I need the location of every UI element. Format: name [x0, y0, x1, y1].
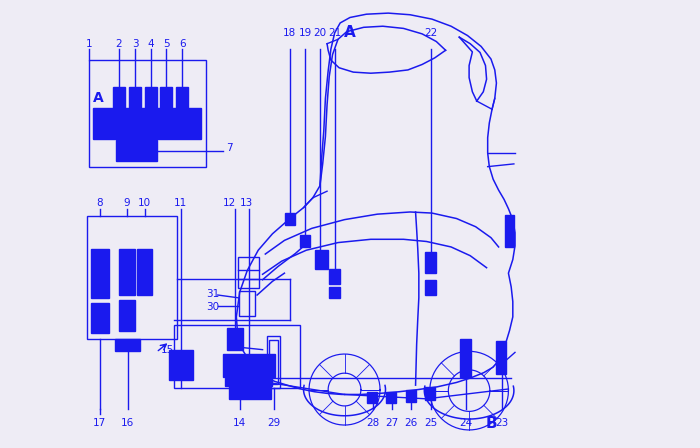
Bar	[227, 328, 244, 349]
Text: A: A	[93, 91, 104, 105]
Bar	[329, 269, 340, 284]
Text: 12: 12	[223, 198, 237, 208]
Text: 31: 31	[206, 289, 219, 299]
Bar	[460, 339, 470, 377]
Text: 4: 4	[148, 39, 155, 49]
Text: 17: 17	[93, 418, 106, 428]
Bar	[406, 390, 416, 401]
Bar	[225, 378, 272, 386]
Text: 11: 11	[174, 198, 188, 208]
Bar	[89, 60, 206, 167]
Text: 29: 29	[267, 418, 280, 428]
Bar	[176, 87, 188, 109]
Bar	[426, 252, 436, 273]
Text: B: B	[180, 350, 190, 364]
Text: 13: 13	[239, 198, 253, 208]
Bar	[267, 336, 280, 388]
Bar	[116, 140, 157, 161]
Bar	[368, 392, 377, 403]
Text: 15: 15	[160, 345, 174, 355]
Text: A: A	[344, 25, 356, 40]
Bar	[120, 249, 134, 295]
Text: 9: 9	[124, 198, 130, 208]
Text: 5: 5	[163, 39, 169, 49]
Bar	[496, 341, 506, 374]
Bar	[115, 339, 140, 351]
Text: 19: 19	[299, 28, 312, 38]
Text: 30: 30	[206, 302, 219, 312]
Bar	[137, 249, 152, 295]
Text: 3: 3	[132, 39, 139, 49]
Bar	[315, 250, 328, 269]
Bar	[505, 215, 514, 247]
Bar	[229, 378, 272, 399]
Bar	[120, 301, 134, 331]
Bar	[93, 108, 202, 139]
Bar	[113, 87, 125, 109]
Bar	[285, 213, 295, 225]
Text: 10: 10	[138, 198, 151, 208]
Text: 2: 2	[116, 39, 122, 49]
Bar	[169, 349, 193, 380]
Bar	[91, 249, 108, 298]
Bar	[91, 303, 108, 333]
Text: 21: 21	[328, 28, 342, 38]
Bar	[300, 235, 310, 247]
Bar	[426, 280, 436, 295]
Bar	[238, 257, 259, 289]
Text: 14: 14	[233, 418, 246, 428]
Bar	[174, 325, 300, 388]
Bar	[160, 87, 172, 109]
Text: 1: 1	[85, 39, 92, 49]
Text: 26: 26	[405, 418, 418, 428]
Text: 18: 18	[284, 28, 297, 38]
Bar	[269, 340, 278, 383]
Text: B: B	[485, 416, 497, 431]
Bar	[239, 291, 255, 316]
Text: 28: 28	[366, 418, 379, 428]
Text: 27: 27	[385, 418, 398, 428]
Bar	[87, 216, 177, 339]
Text: 16: 16	[121, 418, 134, 428]
Text: 25: 25	[424, 418, 438, 428]
Bar	[329, 287, 340, 298]
Text: 23: 23	[496, 418, 508, 428]
Bar	[426, 387, 435, 400]
Text: 22: 22	[424, 28, 438, 38]
Bar	[386, 392, 396, 403]
Bar	[130, 87, 141, 109]
Text: 6: 6	[179, 39, 186, 49]
Text: 24: 24	[459, 418, 473, 428]
Bar	[223, 354, 275, 377]
Bar	[145, 87, 157, 109]
Text: 8: 8	[97, 198, 103, 208]
Text: 7: 7	[227, 142, 233, 152]
Text: 20: 20	[314, 28, 326, 38]
